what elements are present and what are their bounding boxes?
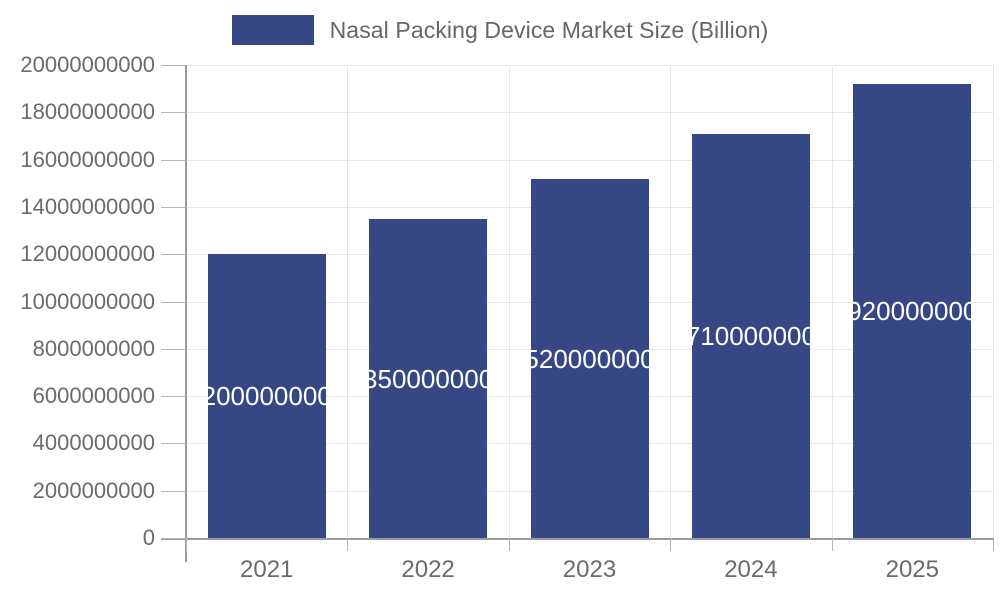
y-axis-line bbox=[185, 65, 187, 562]
x-axis-tick-mark bbox=[670, 538, 671, 551]
bar-2022[interactable]: 13500000000 bbox=[369, 218, 488, 538]
x-axis-tick-mark bbox=[347, 538, 348, 551]
y-axis-tick-mark bbox=[161, 443, 186, 445]
y-axis-tick-mark bbox=[161, 538, 186, 539]
x-axis-line bbox=[161, 538, 993, 540]
y-axis-tick-label: 20000000000 bbox=[20, 52, 155, 77]
y-axis-tick-mark bbox=[161, 254, 186, 256]
x-axis-tick-label: 2021 bbox=[240, 556, 294, 583]
y-axis-tick-label: 12000000000 bbox=[20, 241, 155, 267]
bar-value-label: 13500000000 bbox=[369, 363, 488, 394]
bar-2024[interactable]: 17100000000 bbox=[691, 133, 810, 538]
y-axis-tick-mark bbox=[161, 490, 186, 492]
gridline-horizontal bbox=[186, 65, 993, 66]
y-axis-tick-mark bbox=[161, 396, 186, 398]
y-axis-tick-mark bbox=[161, 206, 186, 208]
y-axis-tick-label: 14000000000 bbox=[20, 193, 155, 219]
x-axis-tick-mark bbox=[993, 538, 994, 551]
x-axis-tick-mark bbox=[186, 538, 187, 551]
x-axis-tick-label: 2023 bbox=[562, 556, 617, 583]
bar-value-label: 15200000000 bbox=[530, 343, 649, 374]
legend-label: Nasal Packing Device Market Size (Billio… bbox=[329, 16, 769, 43]
gridline-vertical bbox=[832, 65, 833, 538]
y-axis-tick-mark bbox=[161, 112, 186, 114]
y-axis-tick-label: 18000000000 bbox=[20, 99, 155, 125]
plot-area: 12000000000 13500000000 15200000000 1710000… bbox=[186, 65, 994, 539]
gridline-vertical bbox=[347, 65, 348, 538]
gridline-vertical bbox=[993, 65, 994, 538]
gridline-vertical bbox=[670, 65, 671, 538]
y-axis-tick-label: 6000000000 bbox=[32, 383, 155, 409]
y-axis-tick-mark bbox=[161, 65, 186, 66]
bar-2023[interactable]: 15200000000 bbox=[530, 178, 649, 538]
y-axis-tick-mark bbox=[161, 348, 186, 350]
y-axis-tick-mark bbox=[161, 159, 186, 161]
y-axis-tick-label: 4000000000 bbox=[32, 430, 155, 456]
bar-value-label: 19200000000 bbox=[853, 295, 972, 326]
legend-color-swatch bbox=[231, 15, 314, 45]
y-axis-tick-label: 8000000000 bbox=[32, 335, 155, 361]
gridline-horizontal bbox=[186, 159, 993, 161]
y-axis-tick-label: 0 bbox=[142, 525, 155, 550]
x-axis-tick-mark bbox=[832, 538, 833, 551]
x-axis-tick-label: 2025 bbox=[885, 556, 939, 583]
x-axis-tick-label: 2022 bbox=[401, 556, 455, 583]
bar-value-label: 12000000000 bbox=[207, 381, 326, 412]
gridline-vertical bbox=[509, 65, 510, 538]
bar-2021[interactable]: 12000000000 bbox=[207, 254, 326, 538]
chart-legend: Nasal Packing Device Market Size (Billio… bbox=[0, 10, 1000, 50]
bar-2025[interactable]: 19200000000 bbox=[853, 83, 972, 538]
y-axis-tick-label: 16000000000 bbox=[20, 146, 155, 172]
x-axis-tick-mark bbox=[509, 538, 510, 551]
y-axis-tick-label: 2000000000 bbox=[32, 477, 155, 503]
bar-value-label: 17100000000 bbox=[691, 320, 810, 351]
x-axis-tick-label: 2024 bbox=[724, 556, 778, 583]
gridline-horizontal bbox=[186, 112, 993, 114]
y-axis-tick-mark bbox=[161, 301, 186, 303]
y-axis-tick-label: 10000000000 bbox=[20, 288, 155, 314]
